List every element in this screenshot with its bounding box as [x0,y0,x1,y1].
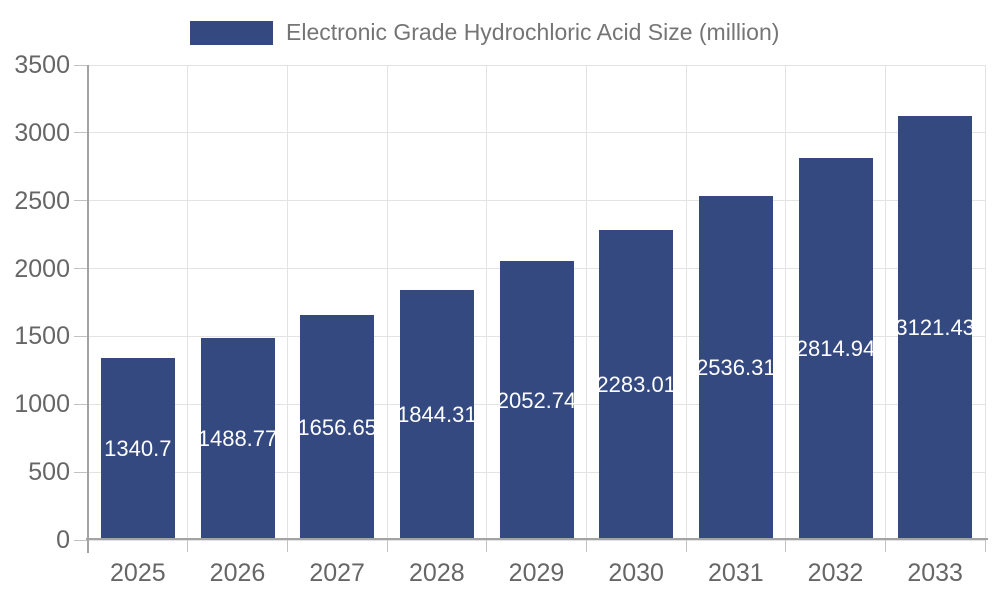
bar-value-label: 3121.43 [898,315,973,341]
bar-value-label: 1340.7 [104,436,172,462]
y-axis-tick [74,471,88,473]
y-axis-tick-label: 500 [28,458,70,487]
chart-title: Electronic Grade Hydrochloric Acid Size … [286,19,780,45]
x-axis-tick-label: 2032 [807,559,864,587]
x-axis-line [86,538,988,540]
bar: 2536.31 [698,195,773,540]
bar-value-label: 2052.74 [499,387,574,413]
bar: 3121.43 [898,116,973,540]
x-axis-tick [585,540,587,552]
bar: 1656.65 [300,315,375,540]
x-axis-tick [486,540,488,552]
gridline-vertical [884,65,886,540]
gridline-vertical [187,65,189,540]
y-axis-tick-label: 1500 [14,322,70,351]
bar: 1488.77 [200,337,275,540]
y-axis-tick [74,132,88,134]
gridline-vertical [685,65,687,540]
y-axis-tick-label: 2000 [14,254,70,283]
gridline-horizontal [88,539,985,541]
gridline-vertical [486,65,488,540]
bar: 1340.7 [100,358,175,540]
gridline-horizontal [88,200,985,202]
x-axis-tick [884,540,886,552]
chart-legend: Electronic Grade Hydrochloric Acid Size … [190,20,779,45]
gridline-horizontal [88,64,985,66]
x-axis-tick [386,540,388,552]
y-axis-tick [74,64,88,66]
y-axis-tick [74,200,88,202]
x-axis-tick-label: 2033 [907,559,963,587]
gridline-vertical [984,65,986,540]
bar: 2283.01 [599,230,674,540]
bar-value-label: 2814.94 [798,335,873,361]
y-axis-tick [74,335,88,337]
legend-swatch [190,20,273,45]
x-axis-tick-label: 2025 [110,559,166,587]
x-axis-tick [286,540,288,552]
y-axis-tick [74,539,88,541]
bar-value-label: 1488.77 [200,425,275,451]
y-axis-tick-label: 2500 [14,186,70,215]
gridline-vertical [386,65,388,540]
gridline-vertical [785,65,787,540]
x-axis-tick-label: 2028 [409,559,465,587]
bar: 2814.94 [798,157,873,540]
bar: 2052.74 [499,261,574,540]
y-axis-tick-label: 3500 [14,51,70,79]
x-axis-tick [685,540,687,552]
bar-value-label: 1844.31 [399,401,474,427]
bar-value-label: 1656.65 [300,414,375,440]
x-axis-tick-label: 2030 [608,559,664,587]
gridline-horizontal [88,132,985,134]
bar: 1844.31 [399,289,474,540]
y-axis-tick-label: 1000 [14,390,70,419]
y-axis-tick [74,268,88,270]
x-axis-tick-label: 2027 [309,559,365,587]
x-axis-tick-label: 2026 [209,559,266,587]
x-axis-tick-label: 2029 [508,559,565,587]
x-axis-tick [984,540,986,552]
y-axis-tick [74,403,88,405]
x-axis-tick [785,540,787,552]
x-axis-tick-label: 2031 [708,559,764,587]
gridline-vertical [585,65,587,540]
gridline-vertical [286,65,288,540]
y-axis-tick-label: 0 [56,526,70,554]
y-axis-line [87,65,89,553]
x-axis-tick [187,540,189,552]
bar-value-label: 2536.31 [698,354,773,380]
y-axis-tick-label: 3000 [14,118,70,147]
bar-value-label: 2283.01 [599,372,674,398]
plot-area: 0 500 1000 1500 2000 2500 3000 3500 1340.7 1488.7… [14,51,988,587]
